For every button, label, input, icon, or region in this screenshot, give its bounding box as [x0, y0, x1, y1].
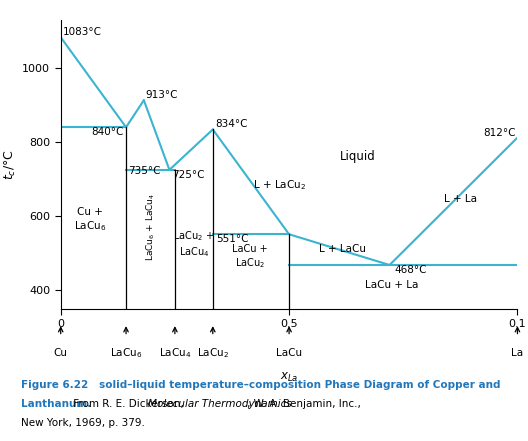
Text: 735°C: 735°C: [128, 166, 161, 176]
Text: LaCu + La: LaCu + La: [365, 280, 419, 290]
Text: LaCu: LaCu: [276, 348, 302, 358]
Text: Figure 6.22   solid–liquid temperature–composition Phase Diagram of Copper and: Figure 6.22 solid–liquid temperature–com…: [21, 380, 501, 390]
Text: LaCu +
LaCu$_2$: LaCu + LaCu$_2$: [232, 244, 268, 270]
Text: From R. E. Dickerson,: From R. E. Dickerson,: [70, 399, 187, 409]
Text: Liquid: Liquid: [340, 150, 375, 163]
Text: L + La: L + La: [444, 194, 477, 205]
Text: 1083°C: 1083°C: [63, 27, 102, 37]
Text: $x_{La}$: $x_{La}$: [280, 370, 298, 384]
Text: LaCu$_6$: LaCu$_6$: [110, 346, 142, 360]
Text: L + LaCu$_2$: L + LaCu$_2$: [252, 178, 306, 191]
Text: 834°C: 834°C: [215, 120, 248, 130]
Text: La: La: [512, 348, 523, 358]
Text: , W. A. Benjamin, Inc.,: , W. A. Benjamin, Inc.,: [247, 399, 361, 409]
Text: LaCu$_2$: LaCu$_2$: [197, 346, 229, 360]
Text: L + LaCu: L + LaCu: [319, 244, 366, 254]
Text: Cu +
LaCu$_6$: Cu + LaCu$_6$: [74, 207, 107, 233]
Y-axis label: $t_c$/°C: $t_c$/°C: [3, 149, 18, 179]
Text: 468°C: 468°C: [394, 265, 427, 275]
Text: Molecular Thermodynamics: Molecular Thermodynamics: [148, 399, 291, 409]
Text: 812°C: 812°C: [484, 127, 516, 138]
Text: Cu: Cu: [54, 348, 68, 358]
Text: 551°C: 551°C: [216, 234, 249, 244]
Text: LaCu$_4$: LaCu$_4$: [159, 346, 191, 360]
Text: New York, 1969, p. 379.: New York, 1969, p. 379.: [21, 418, 145, 428]
Text: 725°C: 725°C: [172, 170, 204, 180]
Text: 913°C: 913°C: [146, 90, 178, 100]
Text: 840°C: 840°C: [91, 127, 124, 137]
Text: Lanthanum.: Lanthanum.: [21, 399, 91, 409]
Text: LaCu$_2$ +
LaCu$_4$: LaCu$_2$ + LaCu$_4$: [173, 229, 215, 259]
Text: LaCu$_6$ + LaCu$_4$: LaCu$_6$ + LaCu$_4$: [145, 193, 157, 262]
